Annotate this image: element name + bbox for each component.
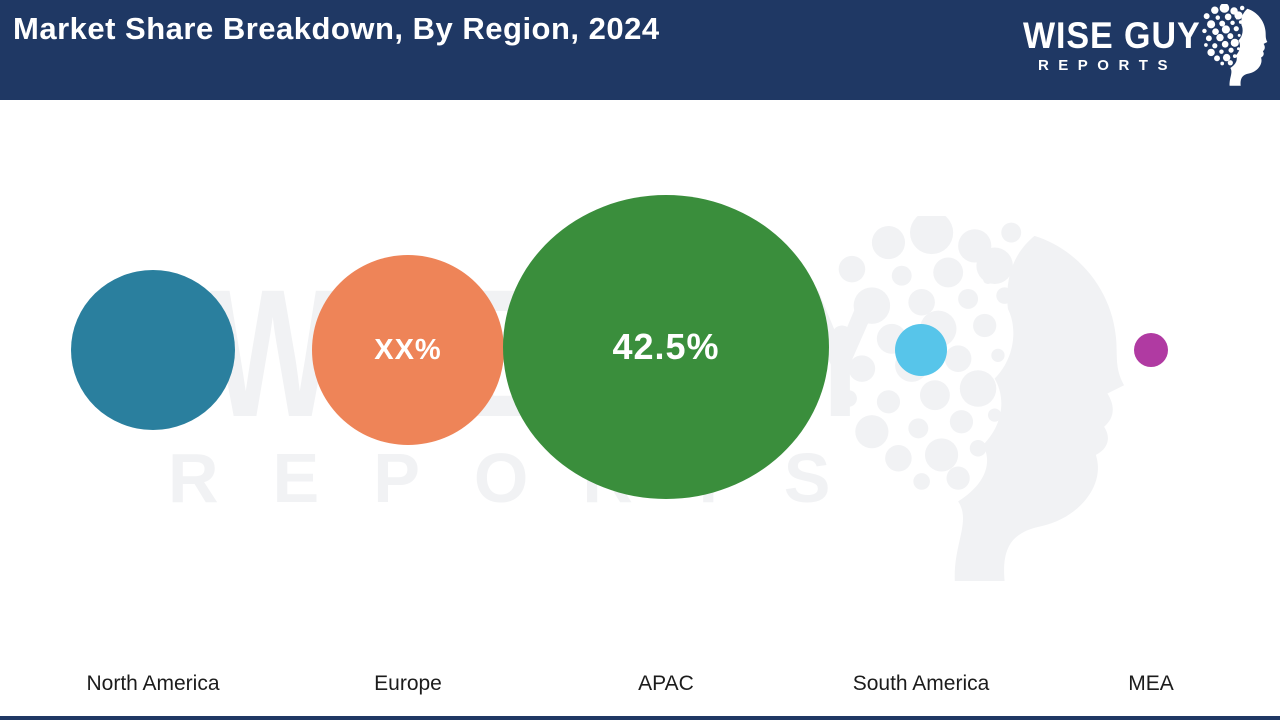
logo-wordmark: WISE GUY [1022,14,1201,56]
category-label-apac: APAC [638,672,694,695]
watermark-head-icon [832,216,1125,581]
header-bar: Market Share Breakdown, By Region, 2024 … [0,0,1280,100]
logo-subtext: REPORTS [1037,57,1177,75]
bubble-value-label: XX% [374,333,442,366]
category-label-north-america: North America [86,672,220,695]
page-title: Market Share Breakdown, By Region, 2024 [13,11,660,46]
logo-text: WISE GUY REPORTS [1022,14,1216,75]
category-label-mea: MEA [1128,672,1174,695]
wiseguy-logo: WISE GUY REPORTS [1023,4,1274,86]
footer-accent-bar [0,716,1280,720]
bubble-europe: XX% [312,255,504,445]
bubble-mea [1134,333,1168,367]
bubble-north-america [71,270,235,430]
category-label-south-america: South America [852,672,990,695]
bubble-south-america [895,324,947,376]
bubble-value-label: 42.5% [612,326,720,367]
bubble-apac: 42.5% [503,195,829,499]
category-label-europe: Europe [374,672,442,695]
